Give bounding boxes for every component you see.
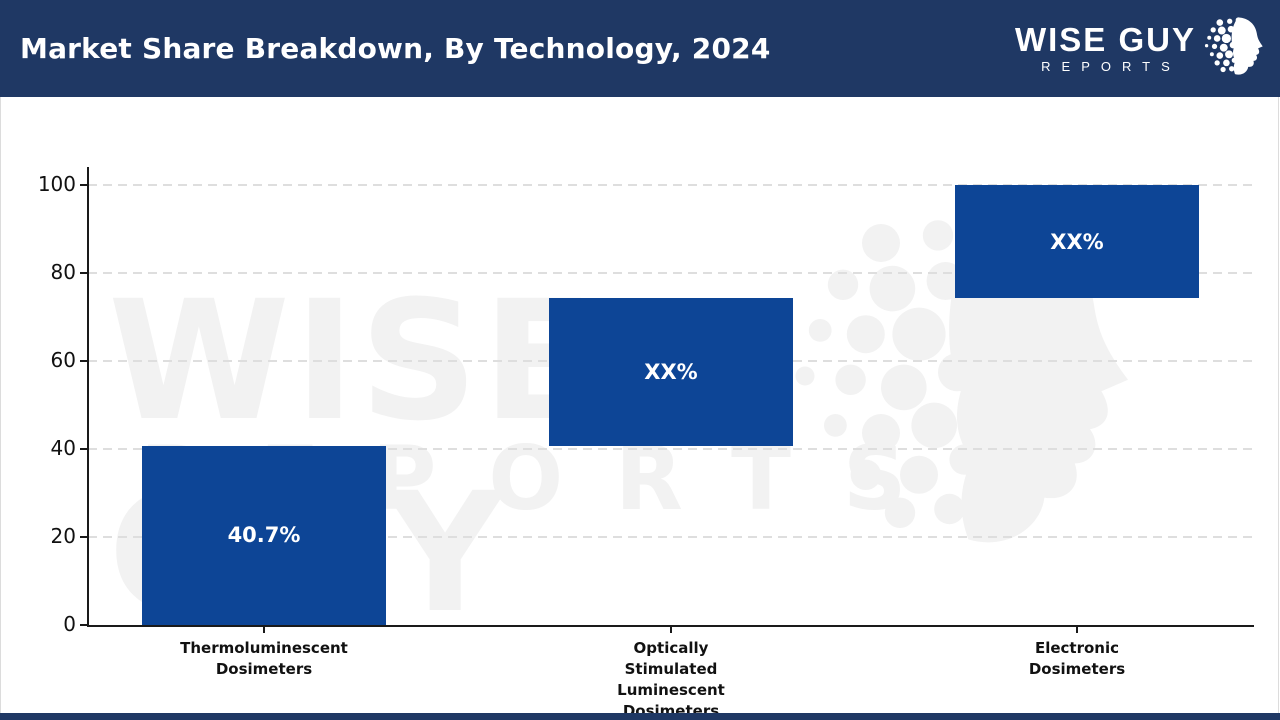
category-label-3: Electronic Dosimeters <box>1028 639 1126 678</box>
bar-value-label-1: 40.7% <box>227 523 301 548</box>
header-bar: Market Share Breakdown, By Technology, 2… <box>0 0 1280 97</box>
x-tick-mark-1 <box>263 625 265 633</box>
y-tick-mark-60 <box>80 360 88 362</box>
right-edge-line <box>1278 97 1279 713</box>
gridline-20 <box>88 536 1253 538</box>
y-tick-mark-0 <box>80 624 88 626</box>
bar-value-label-3: XX% <box>1050 229 1104 254</box>
y-tick-mark-100 <box>80 184 88 186</box>
bar-3: XX% <box>955 185 1199 299</box>
bar-2: XX% <box>549 298 793 446</box>
page-title: Market Share Breakdown, By Technology, 2… <box>20 32 771 65</box>
y-tick-label-0: 0 <box>63 612 76 636</box>
bar-1: 40.7% <box>142 445 386 625</box>
left-edge-line <box>0 97 1 713</box>
logo-subtext: REPORTS <box>1041 59 1181 74</box>
category-label-1: Thermoluminescent Dosimeters <box>180 639 348 678</box>
y-tick-mark-20 <box>80 536 88 538</box>
gridline-100 <box>88 184 1253 186</box>
y-tick-mark-40 <box>80 448 88 450</box>
category-label-2: Optically Stimulated Luminescent Dosimet… <box>617 639 725 720</box>
bar-value-label-2: XX% <box>644 359 698 384</box>
y-tick-label-20: 20 <box>50 524 76 548</box>
logo-wordmark: WISE GUY <box>1014 21 1196 58</box>
x-tick-mark-3 <box>1076 625 1078 633</box>
logo-face-icon <box>1204 16 1263 75</box>
footer-bar <box>0 713 1280 720</box>
chart-area: WISE GUY REPORTS 02040608010040.7%Thermo… <box>0 97 1280 720</box>
x-tick-mark-2 <box>670 625 672 633</box>
y-tick-label-80: 80 <box>50 260 76 284</box>
y-tick-label-40: 40 <box>50 436 76 460</box>
y-tick-mark-80 <box>80 272 88 274</box>
y-axis-line <box>87 167 89 627</box>
gridline-40 <box>88 448 1253 450</box>
logo-text: WISE GUY REPORTS <box>1015 23 1196 74</box>
gridline-80 <box>88 272 1253 274</box>
y-tick-label-60: 60 <box>50 348 76 372</box>
y-tick-label-100: 100 <box>37 172 76 196</box>
brand-logo: WISE GUY REPORTS <box>1015 12 1280 86</box>
